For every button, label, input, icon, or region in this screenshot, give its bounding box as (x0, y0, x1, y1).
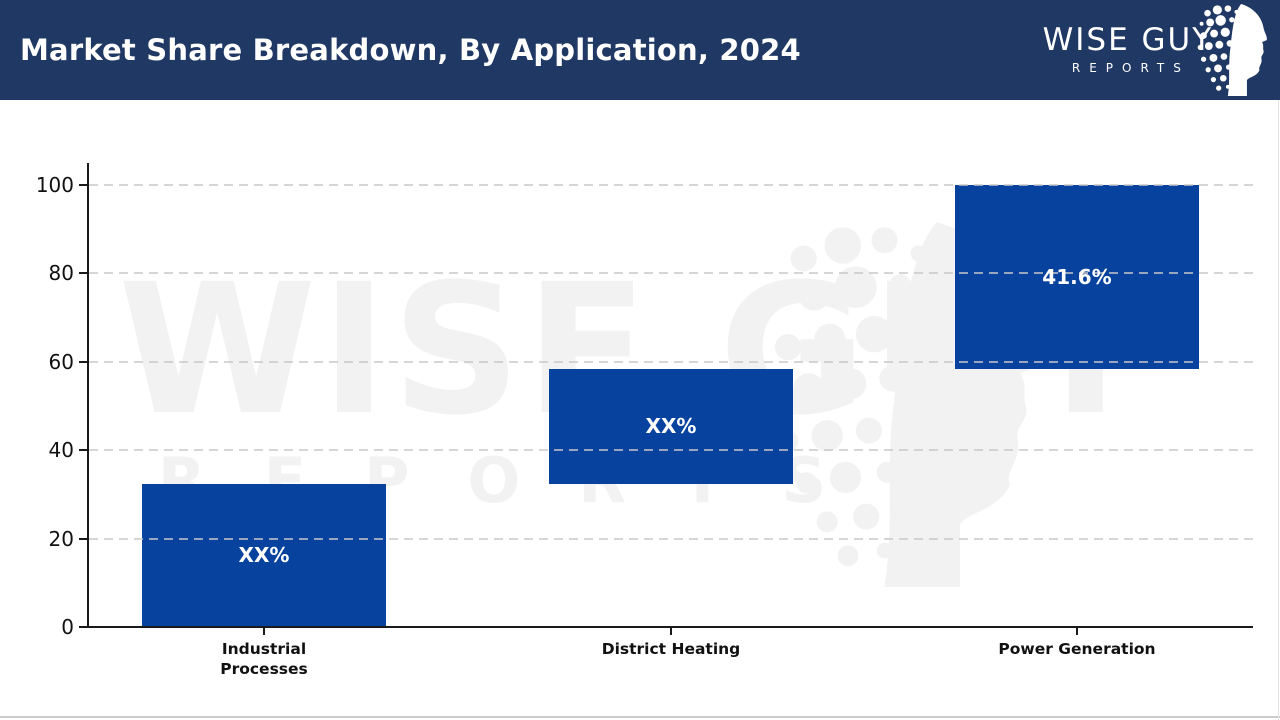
x-tick-mark (263, 628, 265, 635)
y-tick-label: 20 (48, 526, 74, 551)
gridline-y-40 (89, 449, 1253, 452)
x-axis-line (87, 626, 1253, 628)
gridline-y-60 (89, 360, 1253, 363)
bar-power-generation (955, 185, 1199, 369)
logo-wiseguy-label: WISE GUY (1042, 22, 1214, 58)
bar-value-label: 41.6% (1042, 264, 1112, 289)
y-tick-label: 100 (35, 173, 74, 197)
gridline-y-80 (89, 272, 1253, 275)
header-bar: Market Share Breakdown, By Application, … (0, 0, 1280, 100)
logo-reports-label: REPORTS (1071, 61, 1190, 75)
bottom-border-line (0, 716, 1280, 718)
y-tick-label: 0 (61, 615, 74, 639)
bar-value-label: XX% (645, 414, 697, 439)
x-axis-label: Industrial Processes (220, 640, 308, 678)
y-tick-mark (79, 626, 87, 628)
y-tick-mark (79, 449, 87, 452)
bar-district-heating (549, 368, 793, 484)
y-tick-label: 40 (48, 438, 74, 463)
gridline-y-100 (89, 184, 1253, 186)
right-border-line (1278, 100, 1279, 720)
page-title: Market Share Breakdown, By Application, … (20, 33, 801, 67)
x-axis-label: District Heating (601, 640, 741, 658)
wiseguy-logo: WISE GUY REPORTS (1043, 2, 1276, 98)
logo-text-block: WISE GUY REPORTS (1042, 22, 1214, 76)
y-tick-mark (79, 272, 87, 275)
y-tick-mark (79, 184, 87, 186)
bar-industrial-processes (142, 483, 386, 627)
y-axis-line (87, 163, 89, 628)
x-tick-mark (670, 628, 672, 635)
x-tick-mark (1076, 628, 1078, 635)
y-tick-label: 60 (48, 349, 74, 374)
y-tick-mark (79, 360, 87, 363)
bar-value-label: XX% (238, 543, 290, 568)
logo-face-icon (1197, 4, 1268, 96)
y-tick-mark (79, 537, 87, 540)
x-axis-label: Power Generation (998, 640, 1156, 658)
y-tick-label: 80 (48, 261, 74, 286)
gridline-y-20 (89, 537, 1253, 540)
